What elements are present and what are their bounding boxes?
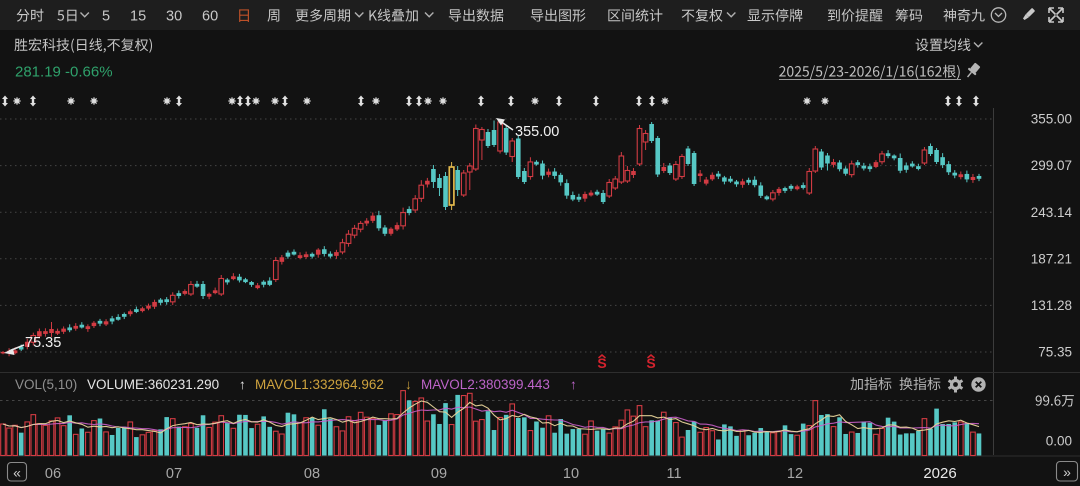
svg-text:06: 06: [45, 466, 61, 482]
svg-text:S: S: [646, 355, 655, 371]
svg-text:131.28: 131.28: [1031, 298, 1072, 313]
svg-text:11: 11: [666, 466, 681, 482]
svg-text:5: 5: [102, 9, 110, 25]
svg-text:MAVOL2:380399.443: MAVOL2:380399.443: [421, 377, 550, 392]
svg-text:VOLUME:360231.290: VOLUME:360231.290: [87, 377, 219, 392]
svg-text:243.14: 243.14: [1031, 205, 1073, 220]
svg-text:2026: 2026: [923, 465, 956, 482]
svg-text:↓: ↓: [405, 377, 412, 392]
svg-text:«: «: [13, 465, 21, 481]
svg-text:↑: ↑: [570, 377, 577, 392]
svg-text:30: 30: [166, 9, 182, 25]
svg-text:281.19 -0.66%: 281.19 -0.66%: [15, 64, 113, 81]
svg-text:»: »: [1063, 464, 1071, 480]
svg-text:S: S: [597, 355, 606, 371]
svg-text:15: 15: [130, 9, 146, 25]
svg-text:355.00: 355.00: [1031, 112, 1072, 127]
svg-text:07: 07: [166, 466, 182, 482]
svg-text:12: 12: [787, 466, 803, 482]
svg-text:10: 10: [563, 466, 579, 482]
svg-text:355.00: 355.00: [515, 124, 559, 140]
svg-text:09: 09: [431, 466, 447, 482]
svg-text:299.07: 299.07: [1031, 158, 1072, 173]
svg-text:MAVOL1:332964.962: MAVOL1:332964.962: [255, 377, 384, 392]
svg-text:75.35: 75.35: [25, 335, 61, 351]
svg-text:75.35: 75.35: [1038, 345, 1072, 360]
svg-text:VOL(5,10): VOL(5,10): [15, 377, 77, 392]
svg-text:187.21: 187.21: [1031, 251, 1072, 266]
svg-text:08: 08: [304, 466, 320, 482]
svg-text:60: 60: [202, 9, 218, 25]
svg-text:0.00: 0.00: [1046, 434, 1072, 449]
svg-text:↑: ↑: [239, 377, 246, 392]
